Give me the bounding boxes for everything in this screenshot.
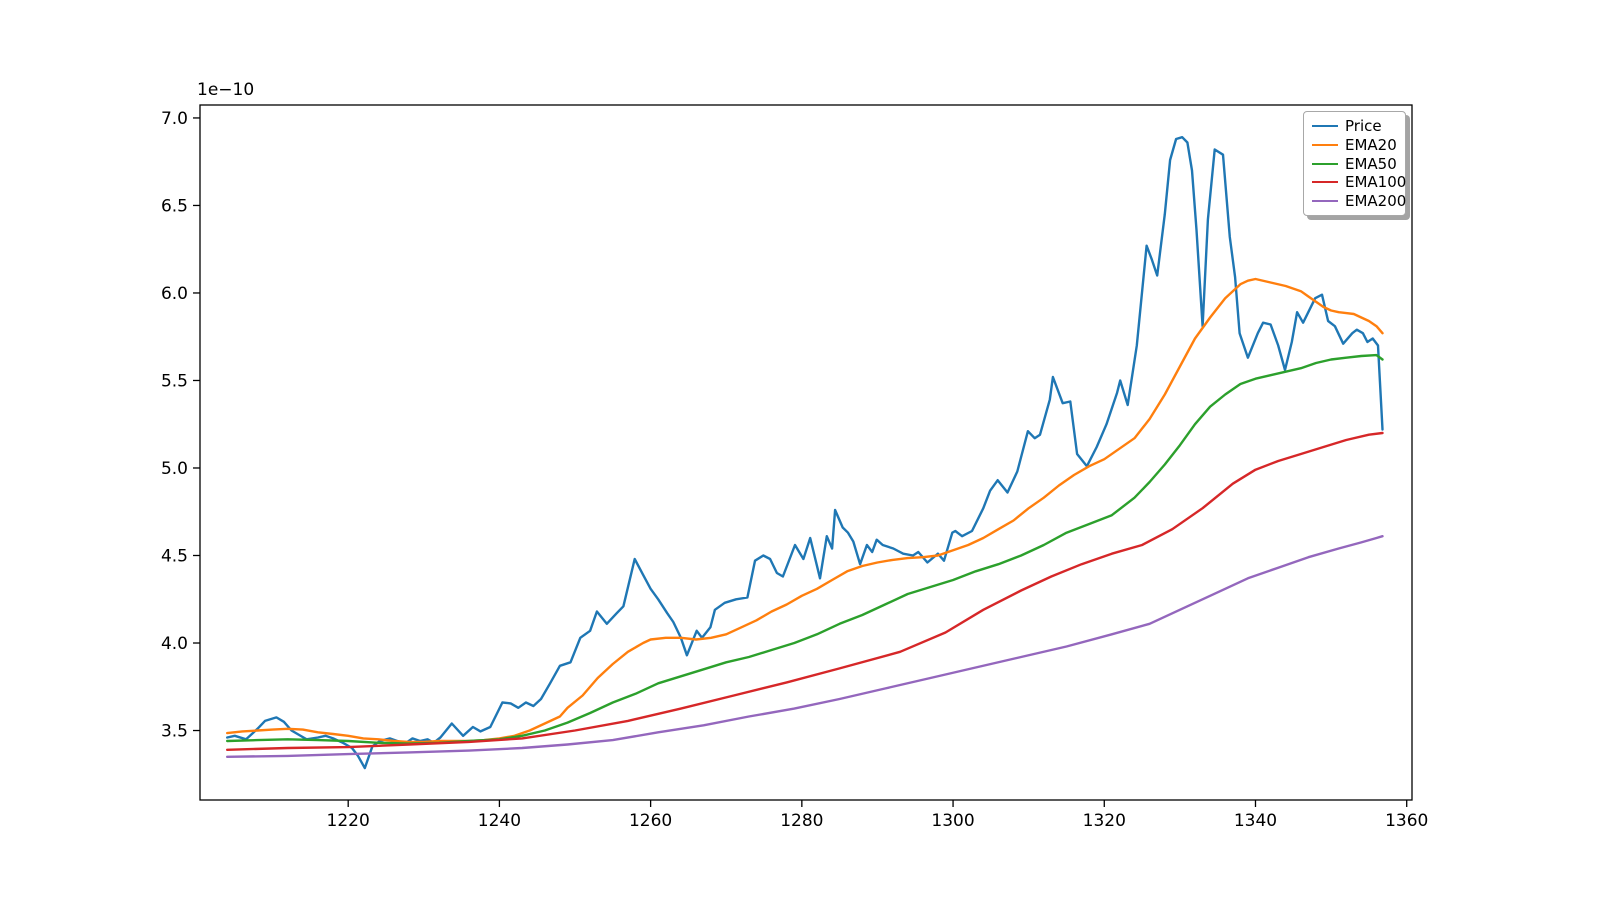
legend: Price EMA20 EMA50 EMA100 EMA200 xyxy=(1303,111,1406,216)
x-tick-label: 1240 xyxy=(478,811,521,831)
ema20-line-swatch xyxy=(1312,143,1338,146)
legend-item-price: Price xyxy=(1312,117,1399,135)
y-tick-label: 6.5 xyxy=(161,196,188,216)
legend-item-ema50: EMA50 xyxy=(1312,155,1399,173)
x-tick-label: 1280 xyxy=(780,811,823,831)
y-tick-label: 5.0 xyxy=(161,459,188,479)
legend-label: EMA200 xyxy=(1345,192,1407,210)
ema100-line-swatch xyxy=(1312,181,1338,184)
legend-item-ema200: EMA200 xyxy=(1312,192,1406,210)
y-tick-label: 7.0 xyxy=(161,109,188,129)
x-tick-label: 1340 xyxy=(1234,811,1277,831)
price-line xyxy=(225,135,1384,770)
ema20-line xyxy=(225,277,1384,744)
x-tick-label: 1260 xyxy=(629,811,672,831)
ema200-line xyxy=(225,535,1384,758)
price-line-swatch xyxy=(1312,125,1338,127)
y-tick-label: 4.0 xyxy=(161,634,188,654)
axes-spines xyxy=(199,104,1413,801)
legend-label: EMA20 xyxy=(1345,135,1397,154)
legend-item-ema100: EMA100 xyxy=(1312,173,1406,191)
legend-item-ema20: EMA20 xyxy=(1312,136,1399,154)
y-tick-label: 3.5 xyxy=(161,722,188,742)
y-axis-offset-label: 1e−10 xyxy=(197,80,255,100)
ema50-line-swatch xyxy=(1312,162,1338,165)
ema100-line xyxy=(225,431,1384,751)
legend-label: EMA50 xyxy=(1345,154,1397,173)
x-tick-label: 1220 xyxy=(327,811,370,831)
x-tick-label: 1360 xyxy=(1385,811,1428,831)
x-tick-label: 1300 xyxy=(931,811,974,831)
ema200-line-swatch xyxy=(1312,200,1338,202)
legend-label: EMA100 xyxy=(1345,173,1407,192)
y-tick-label: 4.5 xyxy=(161,546,188,566)
y-tick-label: 5.5 xyxy=(161,371,188,391)
ema50-line xyxy=(225,353,1384,745)
y-tick-label: 6.0 xyxy=(161,284,188,304)
legend-label: Price xyxy=(1345,117,1382,135)
x-tick-label: 1320 xyxy=(1083,811,1126,831)
